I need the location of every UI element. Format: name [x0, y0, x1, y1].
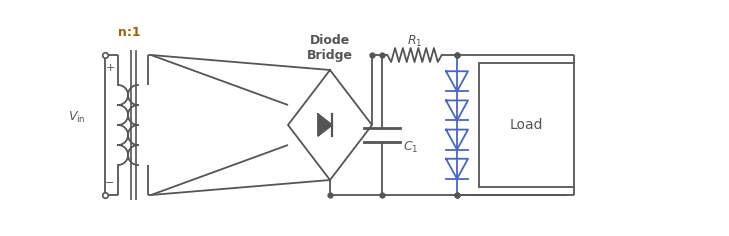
Text: $C_1$: $C_1$ [403, 139, 418, 155]
Text: Load: Load [510, 118, 543, 132]
Text: +: + [105, 63, 114, 73]
Text: $R_1$: $R_1$ [407, 34, 422, 49]
Text: $V_{\mathrm{in}}$: $V_{\mathrm{in}}$ [68, 110, 86, 125]
Bar [479, 63, 574, 187]
Text: n:1: n:1 [118, 26, 141, 39]
Text: −: − [105, 178, 114, 188]
Text: Diode
Bridge: Diode Bridge [307, 34, 353, 63]
Polygon shape [318, 114, 332, 136]
